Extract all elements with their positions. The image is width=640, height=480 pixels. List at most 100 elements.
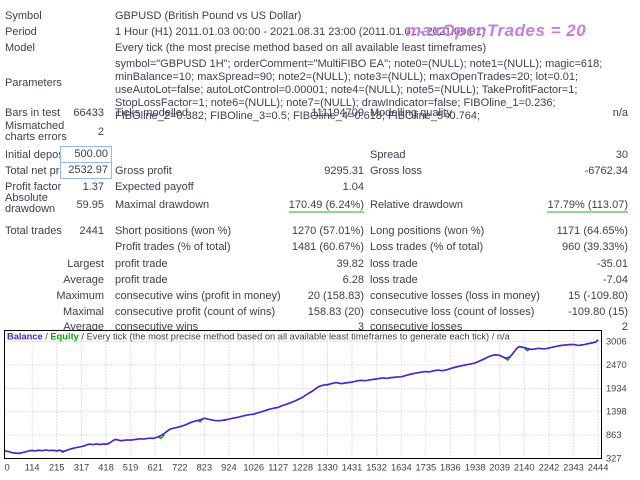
gross-loss-label: Gross loss xyxy=(370,165,422,177)
x-axis-label: 1836 xyxy=(440,463,461,473)
row-model: Model Every tick (the most precise metho… xyxy=(0,42,640,56)
x-axis-label: 1735 xyxy=(416,463,437,473)
row-maximal-consecutive: Maximal consecutive profit (count of win… xyxy=(0,306,640,320)
profit-trades-value: 1481 (60.67%) xyxy=(291,241,364,253)
avg-consecutive-losses-value: 2 xyxy=(621,321,628,333)
largest-profit-trade-label: profit trade xyxy=(115,258,168,270)
watermark-max-open-trades: maxOpenTrades = 20 xyxy=(406,21,587,40)
parameters-value: symbol="GBPUSD 1H"; orderComment="MultiF… xyxy=(115,58,603,122)
row-profit-factor: Profit factor 1.37 Expected payoff 1.04 xyxy=(0,181,640,195)
absolute-drawdown-label: Absolute drawdown xyxy=(5,192,56,215)
balance-line xyxy=(4,339,599,455)
y-axis-label: 863 xyxy=(606,430,622,440)
x-axis-label: 519 xyxy=(123,463,139,473)
relative-drawdown-label: Relative drawdown xyxy=(370,199,463,211)
row-total-net-profit: Total net profit 2532.97 Gross profit 92… xyxy=(0,162,640,179)
y-axis-label: 2470 xyxy=(606,360,627,370)
loss-trades-value: 960 (39.33%) xyxy=(561,241,628,253)
y-axis-label: 1398 xyxy=(606,407,627,417)
average-profit-trade-value: 6.28 xyxy=(342,274,364,286)
row-symbol: Symbol GBPUSD (British Pound vs US Dolla… xyxy=(0,10,640,24)
maximal-consecutive-loss-label: consecutive loss (count of losses) xyxy=(370,306,535,318)
total-net-profit-label: Total net profit xyxy=(5,165,75,177)
max-consecutive-losses-value: 15 (-109.80) xyxy=(568,290,628,302)
x-axis-label: 823 xyxy=(197,463,213,473)
x-axis-label: 621 xyxy=(148,463,164,473)
period-label: Period xyxy=(5,26,37,38)
maximal-drawdown-label: Maximal drawdown xyxy=(115,199,210,211)
profit-trades-label: Profit trades (% of total) xyxy=(115,241,231,253)
loss-trades-label: Loss trades (% of total) xyxy=(370,241,484,253)
period-value: 1 Hour (H1) 2011.01.03 00:00 - 2021.08.3… xyxy=(115,26,486,38)
total-trades-label: Total trades xyxy=(5,225,62,237)
largest-keyword: Largest xyxy=(67,258,104,270)
profit-factor-value: 1.37 xyxy=(82,181,104,193)
parameters-label: Parameters xyxy=(5,77,62,89)
average-profit-trade-label: profit trade xyxy=(115,274,168,286)
maximal-consecutive-loss-value: -109.80 (15) xyxy=(568,306,628,318)
short-positions-label: Short positions (won %) xyxy=(115,225,232,237)
largest-loss-trade-value: -35.01 xyxy=(596,258,628,270)
maximal-consecutive-profit-value: 158.83 (20) xyxy=(307,306,364,318)
largest-loss-trade-label: loss trade xyxy=(370,258,418,270)
x-axis-label: 114 xyxy=(25,463,40,473)
symbol-label: Symbol xyxy=(5,10,42,22)
x-axis-label: 1026 xyxy=(243,463,264,473)
spread-value: 30 xyxy=(615,149,628,161)
total-trades-value: 2441 xyxy=(79,225,104,237)
x-axis-label: 2140 xyxy=(514,463,535,473)
mismatched-errors-label: Mismatched charts errors xyxy=(5,120,67,143)
x-axis-label: 1127 xyxy=(268,463,288,473)
chart-border xyxy=(4,330,602,459)
x-axis-label: 2242 xyxy=(539,463,560,473)
row-mismatched-errors: Mismatched charts errors 2 xyxy=(0,121,640,145)
long-positions-value: 1171 (64.65%) xyxy=(556,225,628,237)
x-axis-label: 1938 xyxy=(465,463,486,473)
expected-payoff-label: Expected payoff xyxy=(115,181,194,193)
profit-factor-label: Profit factor xyxy=(5,181,62,193)
x-axis-label: 1634 xyxy=(391,463,412,473)
maximal-keyword: Maximal xyxy=(63,306,104,318)
expected-payoff-value: 1.04 xyxy=(342,181,364,193)
x-axis-label: 215 xyxy=(49,463,65,473)
row-largest-trade: Largest profit trade 39.82 loss trade -3… xyxy=(0,258,640,272)
gross-profit-label: Gross profit xyxy=(115,165,172,177)
max-consecutive-wins-value: 20 (158.83) xyxy=(307,290,364,302)
max-consecutive-wins-label: consecutive wins (profit in money) xyxy=(115,290,281,302)
row-average-trade: Average profit trade 6.28 loss trade -7.… xyxy=(0,274,640,288)
long-positions-label: Long positions (won %) xyxy=(370,225,485,237)
row-initial-deposit: Initial deposit 500.00 Spread 30 xyxy=(0,146,640,163)
average-loss-trade-value: -7.04 xyxy=(602,274,628,286)
model-value: Every tick (the most precise method base… xyxy=(115,42,487,54)
relative-drawdown-value: 17.79% (113.07) xyxy=(547,199,628,213)
row-drawdown: Absolute drawdown 59.95 Maximal drawdown… xyxy=(0,193,640,217)
row-maximum-consecutive: Maximum consecutive wins (profit in mone… xyxy=(0,290,640,304)
ticks-modelled-label: Ticks modelled xyxy=(115,107,188,119)
x-axis-label: 317 xyxy=(74,463,90,473)
mismatched-errors-value: 2 xyxy=(97,126,104,138)
bars-in-test-value: 66433 xyxy=(73,107,104,119)
initial-deposit-value-box: 500.00 xyxy=(60,146,112,163)
equity-line-segment xyxy=(157,434,165,440)
short-positions-value: 1270 (57.01%) xyxy=(291,225,364,237)
row-total-trades: Total trades 2441 Short positions (won %… xyxy=(0,225,640,239)
model-label: Model xyxy=(5,42,35,54)
x-axis-label: 1532 xyxy=(366,463,387,473)
maximal-consecutive-profit-label: consecutive profit (count of wins) xyxy=(115,306,276,318)
x-axis-label: 722 xyxy=(172,463,188,473)
x-axis-label: 924 xyxy=(221,463,237,473)
row-period: Period 1 Hour (H1) 2011.01.03 00:00 - 20… xyxy=(0,26,640,40)
maximum-keyword: Maximum xyxy=(56,290,104,302)
x-axis-label: 2039 xyxy=(489,463,510,473)
spread-label: Spread xyxy=(370,149,406,161)
x-axis-label: 1431 xyxy=(342,463,363,473)
row-profit-trades: Profit trades (% of total) 1481 (60.67%)… xyxy=(0,241,640,255)
chart-legend: Balance / Equity / Every tick (the most … xyxy=(7,332,511,342)
avg-consecutive-wins-value: 3 xyxy=(357,321,364,333)
x-axis-label: 418 xyxy=(98,463,114,473)
y-axis-label: 327 xyxy=(606,454,622,464)
total-net-profit-value-box: 2532.97 xyxy=(60,162,112,179)
x-axis-label: 0 xyxy=(5,463,10,473)
bars-in-test-label: Bars in test xyxy=(5,107,61,119)
average-loss-trade-label: loss trade xyxy=(370,274,418,286)
